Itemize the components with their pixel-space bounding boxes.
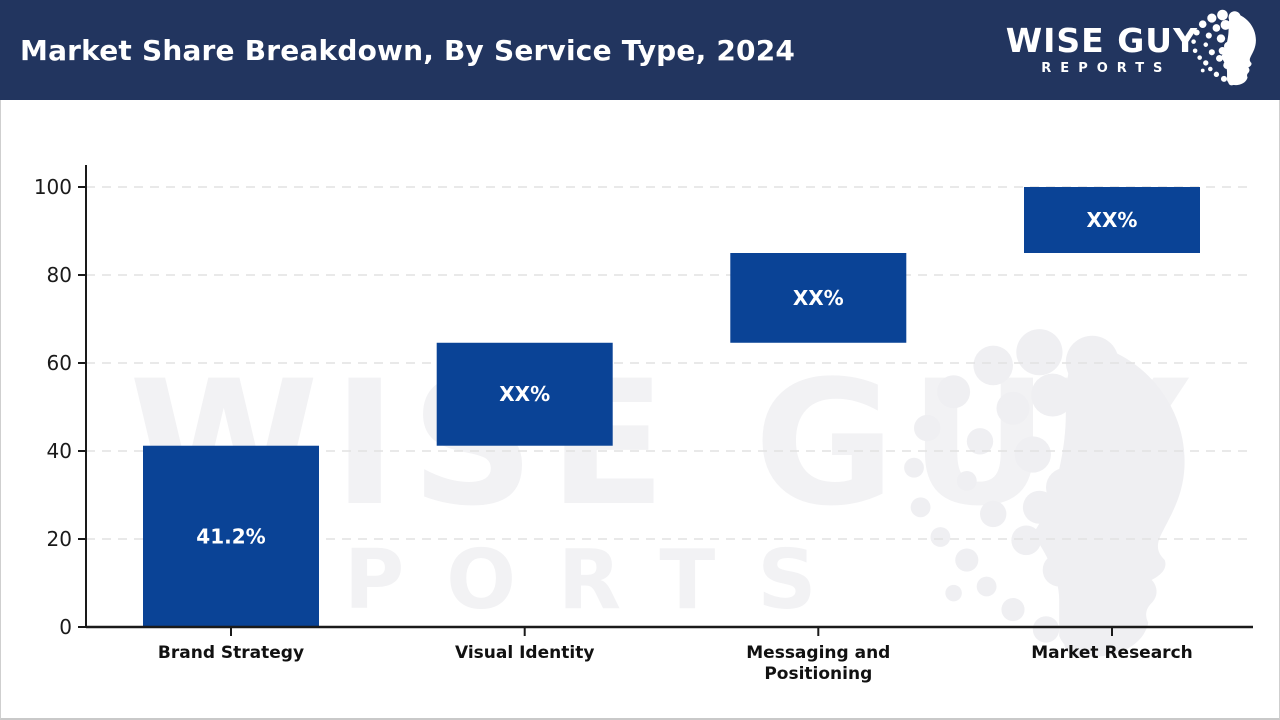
x-category-label: Market Research [1031, 643, 1193, 663]
chart-area: WISE GUY REPORTS 41.2% XX% XX% XX% 0 20 40 60 80… [0, 100, 1280, 720]
y-tick-label: 80 [47, 263, 72, 287]
waterfall-chart: 41.2% XX% XX% XX% 0 20 40 60 80 100 Brand Strategy… [34, 165, 1253, 684]
bar [730, 253, 907, 343]
header-banner: Market Share Breakdown, By Service Type,… [0, 0, 1280, 100]
bar-label: XX% [499, 382, 550, 406]
bar-label: 41.2% [196, 524, 265, 548]
logo-subtext: REPORTS [1041, 60, 1172, 76]
page-title: Market Share Breakdown, By Service Type,… [20, 33, 796, 67]
bar [143, 445, 319, 627]
x-category-label: Brand Strategy [158, 643, 304, 663]
wiseguy-logo: WISE GUY REPORTS [1006, 8, 1266, 92]
y-tick-label: 100 [34, 175, 72, 199]
bar [1024, 187, 1200, 253]
logo-face-icon [1191, 9, 1256, 86]
y-tick-label: 60 [47, 351, 72, 375]
x-category-label: Visual Identity [455, 643, 594, 663]
x-category-label: Positioning [764, 664, 872, 684]
y-tick-label: 40 [47, 439, 72, 463]
logo-wordmark: WISE GUY [1005, 21, 1198, 61]
y-tick-label: 20 [47, 527, 72, 551]
bar-label: XX% [793, 286, 844, 310]
bar [436, 342, 613, 446]
y-tick-label: 0 [59, 615, 72, 639]
bar-label: XX% [1087, 208, 1138, 232]
x-category-label: Messaging and [746, 643, 890, 663]
